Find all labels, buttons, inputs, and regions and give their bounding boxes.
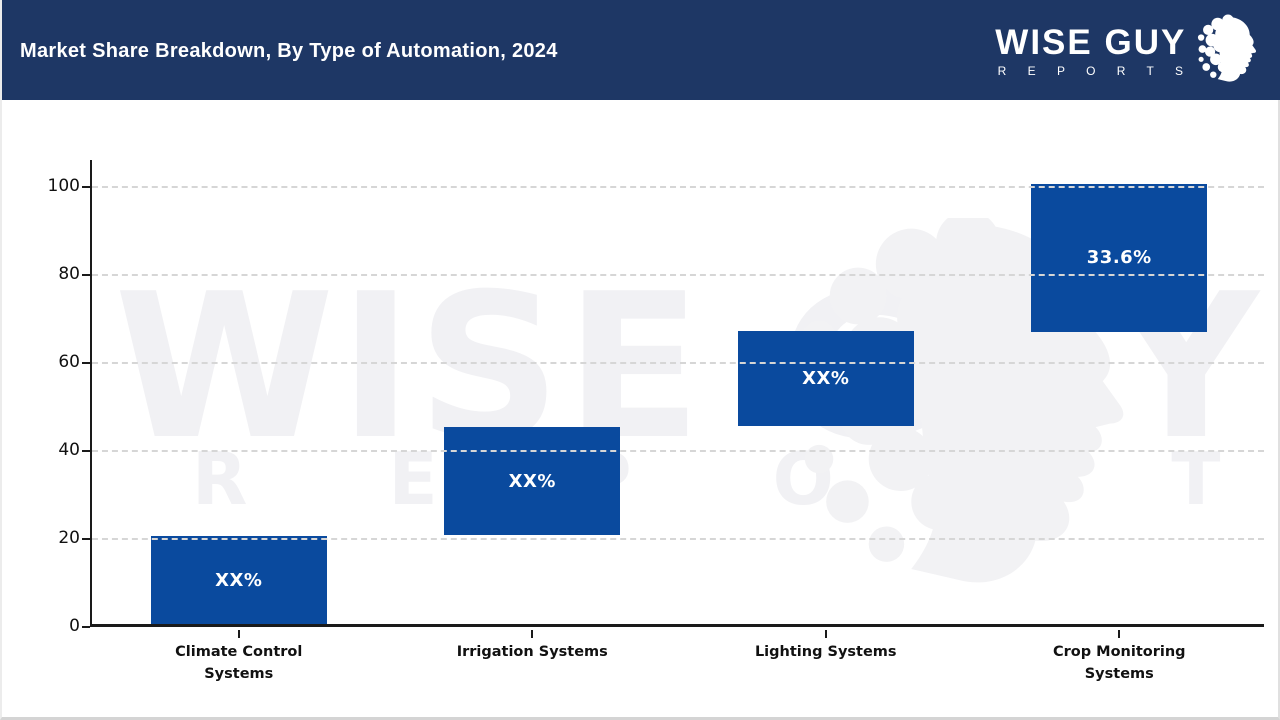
gridline-40 xyxy=(92,450,1264,452)
gridline-60 xyxy=(92,362,1264,364)
bar-3: XX% xyxy=(737,330,914,427)
y-tick-mark xyxy=(82,626,90,628)
watermark-subtext: R E P O R T S xyxy=(192,437,1280,521)
header-bar: Market Share Breakdown, By Type of Autom… xyxy=(2,0,1280,100)
x-tick-mark xyxy=(531,630,534,638)
bar-1: XX% xyxy=(150,536,327,624)
bar-value-label: XX% xyxy=(215,569,263,591)
brand-wordmark: WISE GUY xyxy=(995,22,1187,62)
y-tick-label: 40 xyxy=(58,440,80,460)
brand-wordmark-block: WISE GUY R E P O R T S xyxy=(990,25,1192,78)
bar-value-label: XX% xyxy=(508,470,556,492)
page-title: Market Share Breakdown, By Type of Autom… xyxy=(20,39,558,62)
y-tick-mark xyxy=(82,538,90,540)
bar-4: 33.6% xyxy=(1031,184,1208,332)
brand-logo: WISE GUY R E P O R T S xyxy=(990,11,1260,91)
gridline-80 xyxy=(92,274,1264,276)
bar-value-label: 33.6% xyxy=(1086,247,1152,269)
x-tick-mark xyxy=(237,630,240,638)
y-tick-label: 100 xyxy=(47,176,80,196)
category-label: Crop Monitoring Systems xyxy=(1052,644,1186,682)
y-tick-mark xyxy=(82,274,90,276)
x-tick-mark xyxy=(1118,630,1121,638)
bar-value-label: XX% xyxy=(802,368,850,390)
brand-subtext: R E P O R T S xyxy=(997,63,1192,78)
bar-2: XX% xyxy=(444,427,621,536)
logo-head-icon xyxy=(1196,11,1260,91)
y-tick-label: 0 xyxy=(69,616,80,636)
gridline-20 xyxy=(92,538,1264,540)
x-tick-mark xyxy=(824,630,827,638)
chart-area: WISE GUY R E P O R T S 020406080100XX%Cl… xyxy=(2,100,1280,720)
gridline-100 xyxy=(92,186,1264,188)
plot: 0 20 40 60 80 100 XX% Climate Control Systems XX… xyxy=(48,160,1264,682)
category-label: Lighting Systems xyxy=(754,644,897,660)
y-tick-label: 80 xyxy=(58,264,80,284)
category-label: Irrigation Systems xyxy=(456,644,608,660)
y-tick-mark xyxy=(82,362,90,364)
y-tick-mark xyxy=(82,186,90,188)
y-tick-label: 60 xyxy=(58,352,80,372)
category-label: Climate Control Systems xyxy=(175,644,303,682)
y-tick-label: 20 xyxy=(58,528,80,548)
y-tick-mark xyxy=(82,450,90,452)
